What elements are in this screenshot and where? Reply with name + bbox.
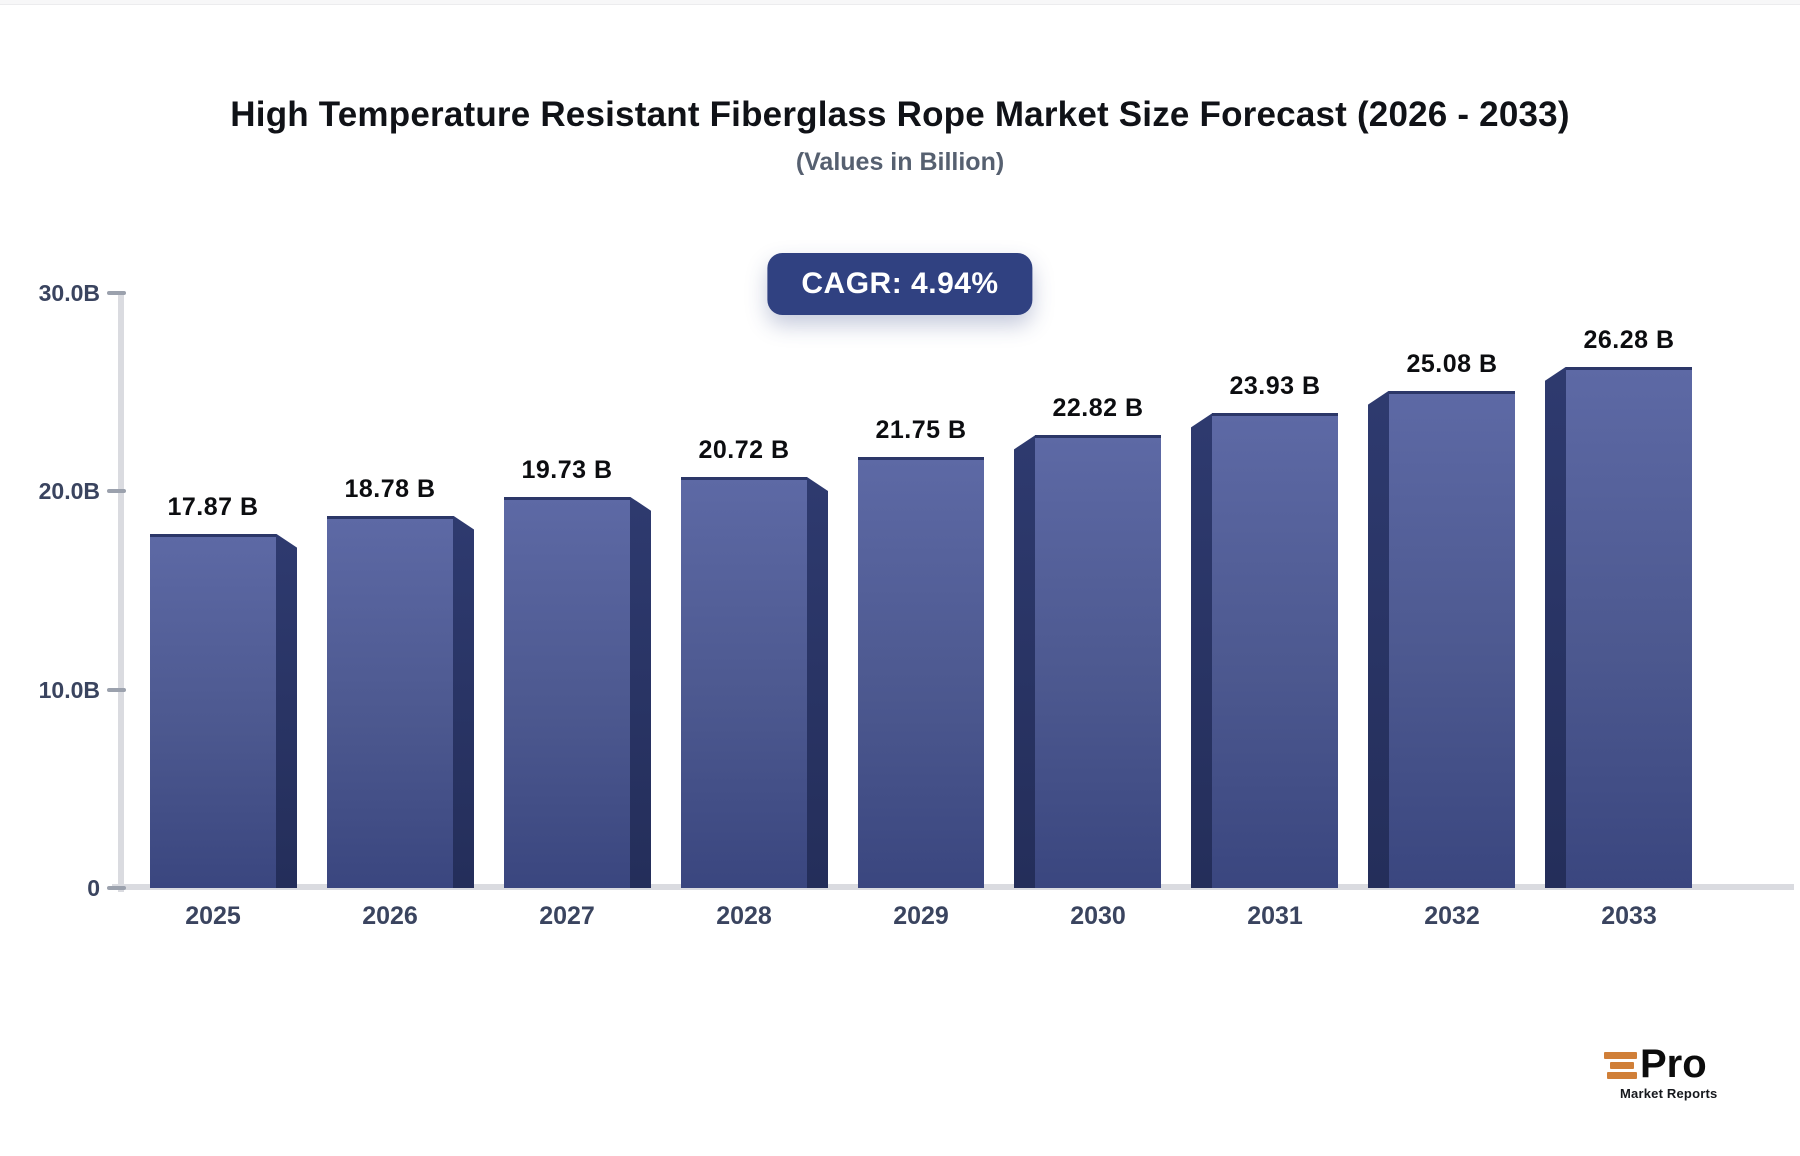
bar-value-label-2033: 26.28 B xyxy=(1583,325,1675,354)
cagr-badge: CAGR: 4.94% xyxy=(767,253,1033,315)
bar-value-label-2028: 20.72 B xyxy=(698,436,790,465)
bar-2025 xyxy=(150,533,276,888)
y-tick-mark xyxy=(107,489,126,494)
pro-market-reports-logo: Pro Market Reports xyxy=(1604,1044,1764,1101)
x-tick-label-2031: 2031 xyxy=(1247,902,1303,930)
x-tick-label-2025: 2025 xyxy=(185,902,241,930)
y-tick-mark xyxy=(107,291,126,295)
bar-2028 xyxy=(681,477,807,888)
bar-value-label-2027: 19.73 B xyxy=(521,455,613,484)
bar-2033 xyxy=(1566,366,1692,888)
x-tick-label-2027: 2027 xyxy=(539,902,595,930)
bar-2029 xyxy=(858,456,984,888)
y-tick-mark xyxy=(107,687,126,692)
bar-2025-side-face xyxy=(276,533,297,888)
y-tick-label-10.0B: 10.0B xyxy=(38,676,100,703)
bar-2026-side-face xyxy=(453,515,474,888)
y-tick-label-30.0B: 30.0B xyxy=(38,280,100,306)
chart-title: High Temperature Resistant Fiberglass Ro… xyxy=(230,95,1570,134)
bar-value-label-2032: 25.08 B xyxy=(1406,349,1498,378)
bar-2031 xyxy=(1212,413,1338,888)
y-tick-mark xyxy=(107,886,126,890)
x-tick-label-2029: 2029 xyxy=(893,902,949,930)
x-tick-label-2033: 2033 xyxy=(1601,902,1657,930)
y-tick-label-0: 0 xyxy=(87,875,100,901)
logo-tagline: Market Reports xyxy=(1620,1086,1718,1101)
y-tick-label-20.0B: 20.0B xyxy=(38,478,100,505)
bar-2027-side-face xyxy=(630,496,651,888)
bar-value-label-2031: 23.93 B xyxy=(1229,372,1321,401)
bar-2026 xyxy=(327,515,453,888)
bar-value-label-2025: 17.87 B xyxy=(167,492,259,521)
chart-subtitle: (Values in Billion) xyxy=(795,148,1005,176)
bar-2027 xyxy=(504,496,630,888)
bar-value-label-2029: 21.75 B xyxy=(875,415,967,444)
x-tick-label-2032: 2032 xyxy=(1424,902,1480,930)
bar-value-label-2026: 18.78 B xyxy=(344,474,436,503)
x-tick-label-2028: 2028 xyxy=(716,902,772,930)
x-tick-label-2026: 2026 xyxy=(362,902,418,930)
bar-2031-side-face xyxy=(1191,413,1212,888)
bar-2028-side-face xyxy=(807,477,828,888)
y-axis-line xyxy=(118,291,124,892)
top-edge-strip xyxy=(0,0,1800,5)
x-tick-label-2030: 2030 xyxy=(1070,902,1126,930)
logo-name: Pro xyxy=(1640,1042,1707,1086)
bar-2032-side-face xyxy=(1368,390,1389,888)
logo-bars-icon xyxy=(1604,1052,1637,1082)
bar-2030 xyxy=(1035,435,1161,888)
bar-2032 xyxy=(1389,390,1515,888)
bar-2030-side-face xyxy=(1014,435,1035,888)
bar-2033-side-face xyxy=(1545,366,1566,888)
bar-value-label-2030: 22.82 B xyxy=(1052,394,1144,423)
